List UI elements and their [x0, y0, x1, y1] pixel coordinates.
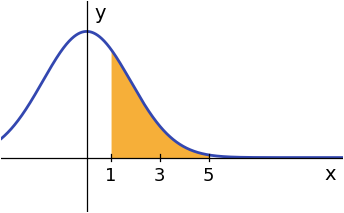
Text: 1: 1	[105, 167, 117, 184]
Text: y: y	[94, 4, 106, 23]
Text: 3: 3	[154, 167, 165, 184]
Text: x: x	[325, 165, 336, 184]
Text: 5: 5	[203, 167, 214, 184]
